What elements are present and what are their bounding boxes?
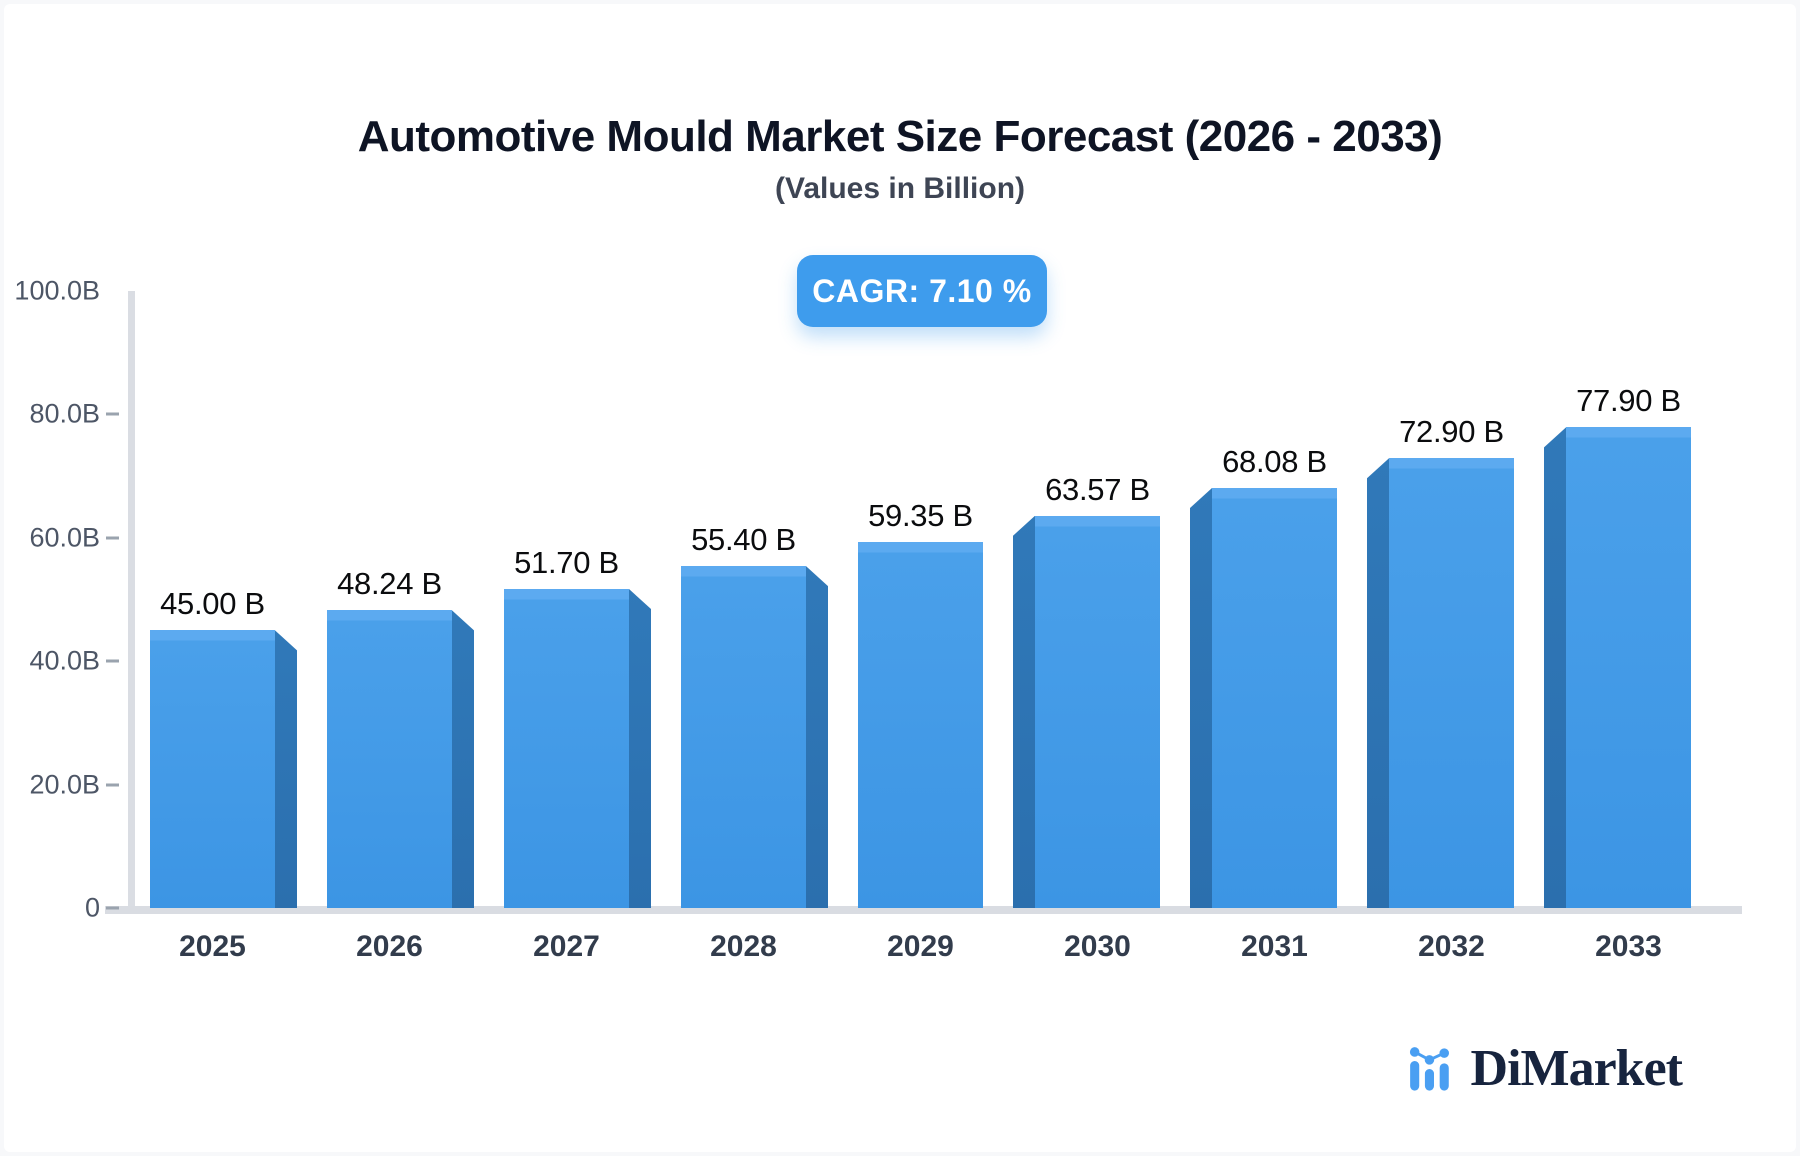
bar-2028 — [681, 566, 806, 908]
bar-3d-side — [806, 566, 828, 908]
bar-value-label: 68.08 B — [1222, 443, 1327, 479]
bar-2025 — [150, 630, 275, 908]
y-tick-dash — [106, 906, 119, 910]
x-tick-label: 2032 — [1418, 930, 1485, 963]
bar-value-label: 45.00 B — [160, 586, 265, 622]
bar-value-label: 51.70 B — [514, 545, 619, 580]
chart-title: Automotive Mould Market Size Forecast (2… — [357, 112, 1443, 161]
y-tick-label: 40.0B — [29, 645, 100, 676]
x-tick-label: 2029 — [887, 930, 954, 963]
bar-2031 — [1212, 487, 1337, 908]
bar-line-chart-icon — [1409, 1046, 1449, 1091]
bar-value-label: 55.40 B — [691, 522, 796, 558]
bar-2026 — [327, 610, 452, 908]
bar-value-label: 59.35 B — [868, 497, 973, 533]
x-tick-label: 2028 — [710, 930, 777, 963]
y-tick-dash — [106, 412, 119, 416]
y-tick-label: 20.0B — [29, 769, 100, 800]
x-tick-label: 2025 — [179, 930, 246, 963]
bar-3d-side — [629, 589, 651, 908]
bar-3d-side — [452, 610, 474, 908]
bar-value-label: 48.24 B — [337, 566, 442, 602]
bar-3d-side — [1190, 487, 1212, 908]
bar-value-label: 77.90 B — [1576, 383, 1681, 419]
x-axis-line — [105, 906, 1742, 914]
x-tick-label: 2033 — [1595, 930, 1662, 963]
y-tick-label: 0 — [84, 892, 100, 923]
y-tick-dash — [106, 536, 119, 540]
bar-2029 — [858, 541, 983, 908]
bar-2027 — [504, 589, 629, 908]
y-tick-dash — [106, 659, 119, 663]
x-tick-label: 2031 — [1241, 930, 1308, 963]
bar-3d-side — [275, 630, 297, 908]
bar-2030 — [1035, 515, 1160, 908]
bar-value-label: 63.57 B — [1045, 471, 1150, 507]
bar-3d-side — [1544, 427, 1566, 908]
x-tick-label: 2030 — [1064, 930, 1131, 963]
bar-2033 — [1566, 427, 1691, 908]
y-axis-line — [128, 291, 135, 911]
bar-2032 — [1389, 458, 1514, 908]
y-tick-label: 100.0B — [14, 275, 100, 306]
x-tick-label: 2026 — [356, 930, 423, 963]
logo-text: DiMarket — [1470, 1040, 1683, 1097]
cagr-badge: CAGR: 7.10 % — [797, 255, 1047, 327]
y-tick-label: 60.0B — [29, 522, 100, 553]
y-tick-label: 80.0B — [29, 398, 100, 429]
bar-3d-side — [1013, 515, 1035, 908]
chart-subtitle: (Values in Billion) — [774, 172, 1026, 205]
brand-logo: DiMarket — [1409, 1039, 1683, 1098]
bar-value-label: 72.90 B — [1399, 414, 1504, 450]
x-tick-label: 2027 — [533, 930, 600, 963]
y-tick-dash — [106, 783, 119, 787]
bar-3d-side — [1367, 458, 1389, 908]
